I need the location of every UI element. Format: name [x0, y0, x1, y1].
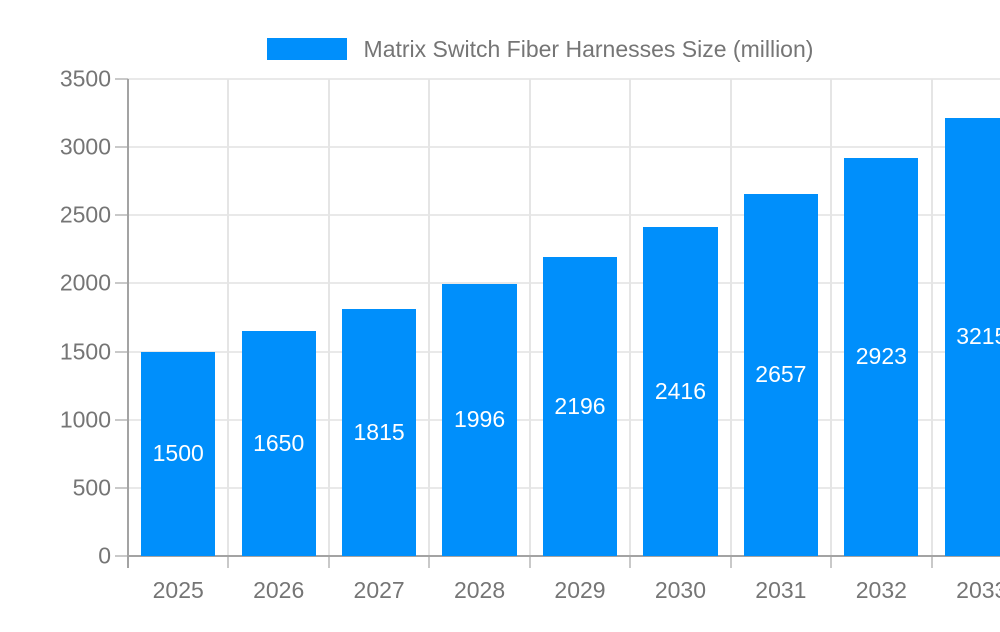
x-axis-label: 2030: [654, 577, 707, 603]
bar[interactable]: 2416: [643, 226, 718, 556]
x-axis-tick: [528, 556, 531, 568]
y-axis-tick: [115, 214, 128, 217]
x-axis-tick: [930, 556, 933, 568]
v-gridline: [729, 79, 732, 556]
y-axis-label: 500: [72, 474, 111, 501]
bar-value-label: 2923: [855, 343, 907, 370]
bar[interactable]: 1996: [442, 283, 517, 556]
h-gridline: [128, 214, 1000, 217]
bar-value-label: 2416: [654, 377, 707, 404]
bar[interactable]: 2923: [844, 157, 919, 556]
y-axis-label: 3000: [59, 133, 111, 160]
bar-value-label: 2657: [755, 361, 807, 388]
bar[interactable]: 1500: [141, 351, 216, 556]
bar[interactable]: 2196: [542, 256, 618, 556]
y-axis-label: 1000: [59, 406, 111, 433]
y-axis-tick: [115, 146, 128, 149]
x-axis-tick: [830, 556, 833, 568]
bar-chart: Matrix Switch Fiber Harnesses Size (mill…: [40, 16, 1000, 616]
x-axis-label: 2025: [152, 577, 204, 603]
y-axis-line: [127, 79, 129, 568]
bar-value-label: 1500: [152, 440, 204, 467]
x-axis-label: 2028: [453, 577, 506, 603]
y-axis-tick: [115, 350, 128, 353]
v-gridline: [327, 79, 330, 556]
x-axis-label: 2026: [253, 577, 305, 603]
x-axis-tick: [428, 556, 431, 568]
legend-label: Matrix Switch Fiber Harnesses Size (mill…: [363, 35, 814, 62]
chart-legend[interactable]: Matrix Switch Fiber Harnesses Size (mill…: [40, 34, 1000, 64]
legend-swatch-icon: [266, 38, 347, 60]
x-axis-tick: [629, 556, 632, 568]
x-axis-tick: [327, 556, 330, 568]
bar[interactable]: 1815: [341, 308, 417, 556]
x-axis-label: 2033: [956, 577, 1000, 603]
y-axis-label: 2000: [59, 269, 111, 296]
h-gridline: [128, 78, 1000, 80]
y-axis-tick: [115, 418, 128, 421]
v-gridline: [428, 79, 431, 556]
y-axis-tick: [115, 282, 128, 285]
x-axis-line: [128, 555, 1000, 557]
x-axis-label: 2032: [855, 577, 907, 603]
x-axis-tick: [729, 556, 732, 568]
bar[interactable]: 1650: [241, 331, 316, 556]
x-axis-label: 2029: [554, 577, 606, 603]
x-axis-tick: [227, 556, 230, 568]
v-gridline: [629, 79, 632, 556]
v-gridline: [930, 79, 933, 556]
x-axis-label: 2031: [755, 577, 807, 603]
v-gridline: [227, 79, 230, 556]
v-gridline: [830, 79, 833, 556]
bar-value-label: 2196: [554, 392, 606, 419]
bar-value-label: 1996: [453, 406, 506, 433]
y-axis-label: 3500: [59, 65, 111, 92]
y-axis-tick: [115, 486, 128, 489]
bar[interactable]: 3215: [944, 117, 1000, 556]
bar-value-label: 3215: [956, 323, 1000, 350]
y-axis-tick: [115, 78, 128, 80]
y-axis-tick: [115, 555, 128, 557]
bar-value-label: 1650: [253, 430, 305, 457]
bar-value-label: 1815: [353, 418, 405, 445]
y-axis-label: 2500: [59, 201, 111, 228]
v-gridline: [528, 79, 531, 556]
bar[interactable]: 2657: [743, 193, 819, 556]
plot-area: 0 500 1000 1500 2000 2500 3000 3500 1500 2025 1650…: [40, 16, 1000, 616]
y-axis-label: 1500: [59, 338, 111, 365]
y-axis-label: 0: [98, 542, 111, 569]
h-gridline: [128, 146, 1000, 149]
x-axis-label: 2027: [353, 577, 405, 603]
